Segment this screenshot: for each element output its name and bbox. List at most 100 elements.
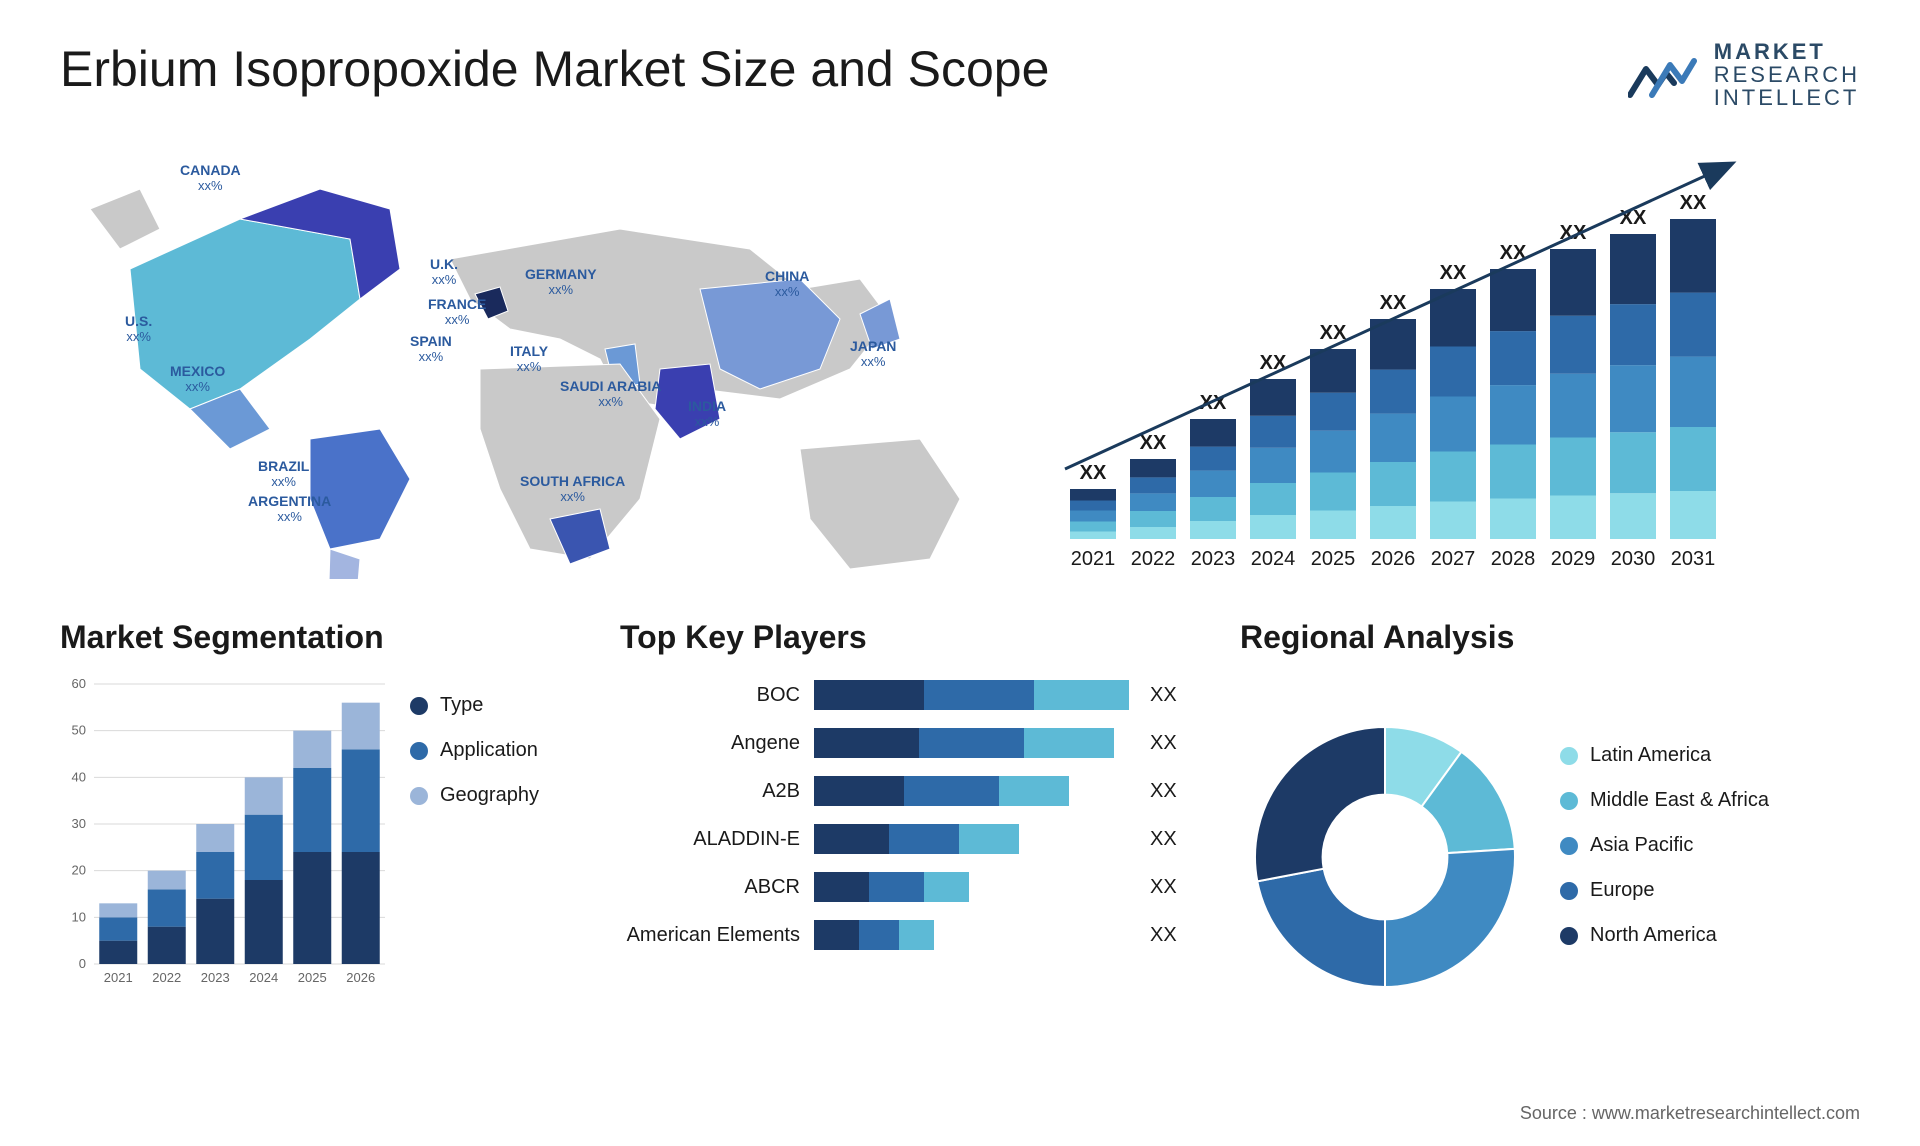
svg-text:2022: 2022 (152, 970, 181, 985)
svg-text:20: 20 (72, 863, 86, 878)
key-player-row: American Elements XX (620, 920, 1200, 950)
svg-text:XX: XX (1440, 262, 1467, 284)
legend-label: North America (1590, 924, 1717, 947)
key-player-value: XX (1150, 732, 1200, 755)
key-player-row: A2BXX (620, 776, 1200, 806)
svg-text:2024: 2024 (249, 970, 278, 985)
key-player-name: BOC (620, 684, 800, 707)
legend-item: Asia Pacific (1560, 834, 1860, 857)
legend-item: Middle East & Africa (1560, 789, 1860, 812)
map-label: U.S.xx% (125, 314, 152, 344)
key-player-row: ALADDIN-EXX (620, 824, 1200, 854)
svg-text:2026: 2026 (1371, 548, 1416, 570)
legend-dot-icon (410, 697, 428, 715)
map-label: ARGENTINAxx% (248, 494, 331, 524)
key-player-bar (814, 728, 1136, 758)
world-map-panel: CANADAxx% U.S.xx% MEXICOxx% BRAZILxx% ARGENT… (60, 139, 1000, 579)
brand-logo: MARKET RESEARCH INTELLECT (1628, 40, 1860, 109)
legend-dot-icon (410, 787, 428, 805)
legend-dot-icon (1560, 747, 1578, 765)
key-player-name: American Elements (620, 924, 800, 947)
legend-dot-icon (1560, 837, 1578, 855)
segmentation-bar-chart: 0102030405060202120222023202420252026 (60, 674, 390, 994)
svg-text:0: 0 (79, 956, 86, 971)
svg-text:2023: 2023 (201, 970, 230, 985)
map-label: JAPANxx% (850, 339, 896, 369)
legend-item: Type (410, 694, 580, 717)
map-label: ITALYxx% (510, 344, 548, 374)
map-label: GERMANYxx% (525, 267, 597, 297)
map-label: FRANCExx% (428, 297, 486, 327)
svg-text:2028: 2028 (1491, 548, 1536, 570)
logo-mark-icon (1628, 45, 1700, 105)
svg-text:2021: 2021 (1071, 548, 1116, 570)
page-title: Erbium Isopropoxide Market Size and Scop… (60, 40, 1049, 98)
key-player-value: XX (1150, 876, 1200, 899)
legend-item: Application (410, 739, 580, 762)
key-player-row: Angene XX (620, 728, 1200, 758)
key-player-value: XX (1150, 924, 1200, 947)
svg-text:60: 60 (72, 676, 86, 691)
legend-item: Geography (410, 784, 580, 807)
svg-text:40: 40 (72, 770, 86, 785)
growth-bar-chart: XX2021XX2022XX2023XX2024XX2025XX2026XX20… (1040, 139, 1860, 579)
svg-text:30: 30 (72, 816, 86, 831)
key-player-row: ABCRXX (620, 872, 1200, 902)
svg-text:2029: 2029 (1551, 548, 1596, 570)
map-label: CHINAxx% (765, 269, 809, 299)
source-attribution: Source : www.marketresearchintellect.com (1520, 1103, 1860, 1124)
svg-text:2023: 2023 (1191, 548, 1236, 570)
key-player-bar (814, 776, 1136, 806)
legend-dot-icon (1560, 927, 1578, 945)
legend-dot-icon (410, 742, 428, 760)
map-label: MEXICOxx% (170, 364, 225, 394)
svg-text:10: 10 (72, 910, 86, 925)
svg-text:2021: 2021 (104, 970, 133, 985)
key-player-value: XX (1150, 828, 1200, 851)
svg-text:2022: 2022 (1131, 548, 1176, 570)
legend-label: Latin America (1590, 744, 1711, 767)
logo-text-1: MARKET (1714, 40, 1860, 63)
regional-title: Regional Analysis (1240, 619, 1860, 656)
segmentation-title: Market Segmentation (60, 619, 580, 656)
map-label: SAUDI ARABIAxx% (560, 379, 661, 409)
key-players-title: Top Key Players (620, 619, 1200, 656)
svg-text:2025: 2025 (1311, 548, 1356, 570)
growth-chart-panel: XX2021XX2022XX2023XX2024XX2025XX2026XX20… (1040, 139, 1860, 579)
svg-text:2025: 2025 (298, 970, 327, 985)
key-player-value: XX (1150, 780, 1200, 803)
key-player-bar (814, 920, 1136, 950)
svg-text:2024: 2024 (1251, 548, 1296, 570)
key-players-list: BOCXXAngeneXXA2BXXALADDIN-EXXABCRXXAmeri… (620, 674, 1200, 1039)
key-player-bar (814, 680, 1136, 710)
legend-item: Europe (1560, 879, 1860, 902)
logo-text-3: INTELLECT (1714, 86, 1860, 109)
regional-legend: Latin America Middle East & Africa Asia Pa… (1560, 744, 1860, 969)
svg-text:XX: XX (1080, 462, 1107, 484)
svg-text:2031: 2031 (1671, 548, 1716, 570)
legend-label: Asia Pacific (1590, 834, 1693, 857)
key-player-row: BOC XX (620, 680, 1200, 710)
legend-dot-icon (1560, 792, 1578, 810)
map-label: BRAZILxx% (258, 459, 309, 489)
key-player-value: XX (1150, 684, 1200, 707)
map-label: CANADAxx% (180, 163, 241, 193)
regional-donut-chart (1240, 712, 1530, 1002)
legend-label: Europe (1590, 879, 1655, 902)
map-label: SOUTH AFRICAxx% (520, 474, 625, 504)
key-player-bar (814, 872, 1136, 902)
svg-text:XX: XX (1680, 192, 1707, 214)
svg-text:2030: 2030 (1611, 548, 1656, 570)
legend-label: Application (440, 739, 538, 762)
svg-text:XX: XX (1140, 432, 1167, 454)
svg-text:XX: XX (1380, 292, 1407, 314)
svg-text:2026: 2026 (346, 970, 375, 985)
key-player-bar (814, 824, 1136, 854)
legend-label: Type (440, 694, 483, 717)
legend-item: Latin America (1560, 744, 1860, 767)
segmentation-legend: Type Application Geography (410, 674, 580, 1039)
map-label: U.K.xx% (430, 257, 458, 287)
key-player-name: Angene (620, 732, 800, 755)
map-label: INDIAxx% (688, 399, 726, 429)
legend-label: Geography (440, 784, 539, 807)
